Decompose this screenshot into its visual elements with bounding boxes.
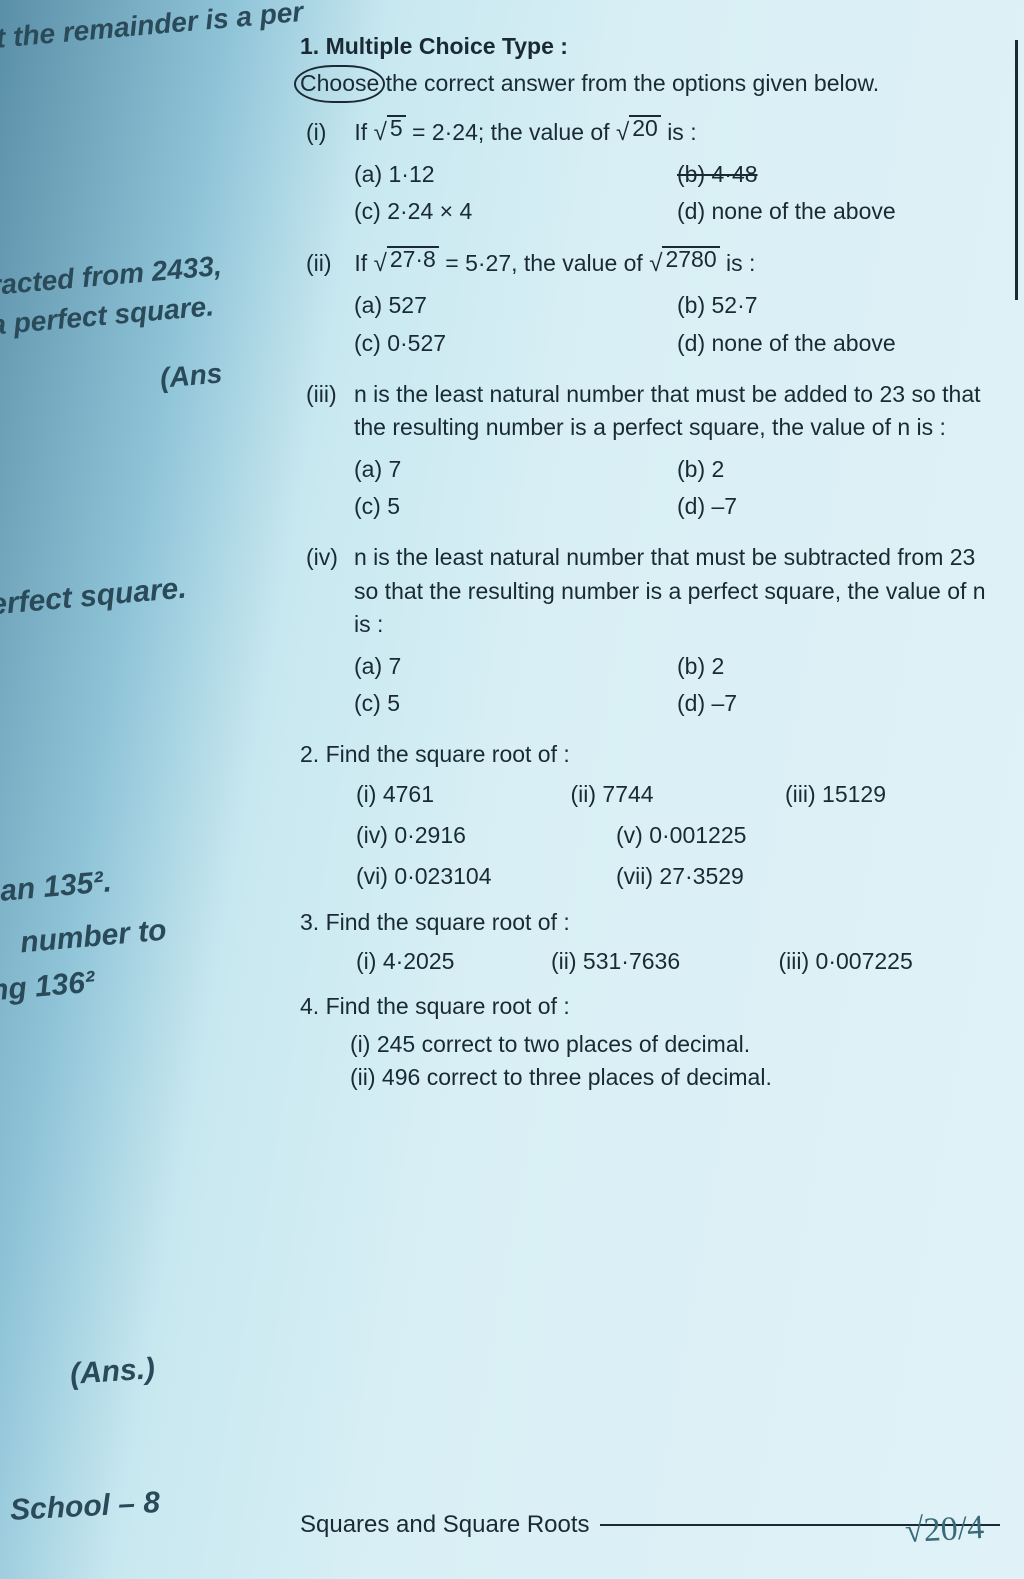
q3-item-i: (i) 4·2025 [350,943,545,980]
q4-heading: 4. Find the square root of : [300,990,1000,1023]
q3-number: 3. [300,909,319,935]
q1-i-num: (i) [306,116,348,149]
q1-intro-rest: the correct answer from the options give… [379,70,879,96]
q1-ii-options: (a) 527 (b) 52·7 (c) 0·527 (d) none of t… [354,287,1000,362]
q3-item-iii: (iii) 0·007225 [773,943,1001,980]
left-fragment: at the remainder is a per [0,0,304,56]
q1-iii-opt-c: (c) 5 [354,488,677,525]
q2-title: Find the square root of : [326,741,570,767]
q2-items: (i) 4761 (ii) 7744 (iii) 15129 (iv) 0·29… [350,776,1000,896]
q4-number: 4. [300,993,319,1019]
q1-heading: 1. Multiple Choice Type : [300,30,1000,63]
q1-i-post: is : [667,119,696,145]
q1-i: (i) If √5 = 2·24; the value of √20 is : [306,115,1000,150]
left-fragment-school: School – 8 [9,1486,161,1528]
q1-iv: (iv) n is the least natural number that … [306,541,1000,641]
q1-iii: (iii) n is the least natural number that… [306,378,1000,445]
left-fragment: erfect square. [0,571,188,622]
handwritten-scribble: √20/4 [904,1509,985,1551]
q1-ii-post: is : [726,250,755,276]
q1-ii-pre: If [354,250,373,276]
q4-title: Find the square root of : [326,993,570,1019]
q2-item-iv: (iv) 0·2916 [350,817,610,854]
q1-iv-opt-c: (c) 5 [354,685,677,722]
sqrt-27-8-arg: 27·8 [387,246,439,271]
sqrt-20-arg: 20 [629,115,661,140]
q1-ii-opt-d: (d) none of the above [677,325,1000,362]
q1-i-opt-b: (b) 4·48 [677,156,1000,193]
left-fragment-ans: (Ans.) [69,1352,156,1392]
sqrt-20: √20 [616,115,661,150]
q3-item-ii: (ii) 531·7636 [545,943,773,980]
q1-intro: Choose the correct answer from the optio… [300,67,1000,100]
left-fragment: ng 136² [0,965,96,1008]
q1-number: 1. [300,33,319,59]
page-edge-line [1015,40,1018,300]
sqrt-27-8: √27·8 [374,246,439,281]
left-fragment: an 135². [0,865,113,909]
left-fragment: (Ans [159,357,224,394]
q2-number: 2. [300,741,319,767]
q1-ii-num: (ii) [306,247,348,280]
q1-ii-mid: = 5·27, the value of [445,250,649,276]
sqrt-5-arg: 5 [387,115,406,140]
q3-title: Find the square root of : [326,909,570,935]
q4-items: (i) 245 correct to two places of decimal… [350,1028,1000,1095]
q1-i-opt-c: (c) 2·24 × 4 [354,193,677,230]
q1-i-mid: = 2·24; the value of [412,119,616,145]
q1-iii-opt-b: (b) 2 [677,451,1000,488]
q2-heading: 2. Find the square root of : [300,738,1000,771]
q2-item-iii: (iii) 15129 [779,776,994,813]
q2-item-vi: (vi) 0·023104 [350,858,610,895]
q1-iii-opt-d: (d) –7 [677,488,1000,525]
q1-iv-opt-b: (b) 2 [677,648,1000,685]
q2-item-ii: (ii) 7744 [565,776,780,813]
q1-ii-opt-a: (a) 527 [354,287,677,324]
q1-iv-text: n is the least natural number that must … [354,541,1000,641]
q1-iv-num: (iv) [306,541,348,574]
q1-i-pre: If [354,119,373,145]
q2-item-vii: (vii) 27·3529 [610,858,935,895]
page-footer: Squares and Square Roots [300,1511,1000,1539]
q4-item-ii: (ii) 496 correct to three places of deci… [350,1061,1000,1094]
sqrt-5: √5 [374,115,406,150]
q1-ii: (ii) If √27·8 = 5·27, the value of √2780… [306,246,1000,281]
q1-intro-circled: Choose [300,67,379,100]
q1-i-opt-d: (d) none of the above [677,193,1000,230]
q1-ii-opt-b: (b) 52·7 [677,287,1000,324]
q1-iii-opt-a: (a) 7 [354,451,677,488]
sqrt-2780-arg: 2780 [662,246,719,271]
q1-title: Multiple Choice Type : [326,33,568,59]
q1-iii-text: n is the least natural number that must … [354,378,1000,445]
q4-item-i: (i) 245 correct to two places of decimal… [350,1028,1000,1061]
q2-item-v: (v) 0·001225 [610,817,935,854]
q3-heading: 3. Find the square root of : [300,906,1000,939]
q3-items: (i) 4·2025 (ii) 531·7636 (iii) 0·007225 [350,943,1000,980]
q1-iv-opt-a: (a) 7 [354,648,677,685]
sqrt-2780: √2780 [649,246,719,281]
page-content: 1. Multiple Choice Type : Choose the cor… [300,30,1000,1094]
q2-item-i: (i) 4761 [350,776,565,813]
left-fragment: number to [19,914,168,961]
q1-iii-num: (iii) [306,378,348,411]
footer-title: Squares and Square Roots [300,1511,590,1539]
q1-iii-options: (a) 7 (b) 2 (c) 5 (d) –7 [354,451,1000,526]
q1-iv-options: (a) 7 (b) 2 (c) 5 (d) –7 [354,648,1000,723]
q1-i-opt-a: (a) 1·12 [354,156,677,193]
q1-ii-opt-c: (c) 0·527 [354,325,677,362]
q1-iv-opt-d: (d) –7 [677,685,1000,722]
q1-i-options: (a) 1·12 (b) 4·48 (c) 2·24 × 4 (d) none … [354,156,1000,231]
